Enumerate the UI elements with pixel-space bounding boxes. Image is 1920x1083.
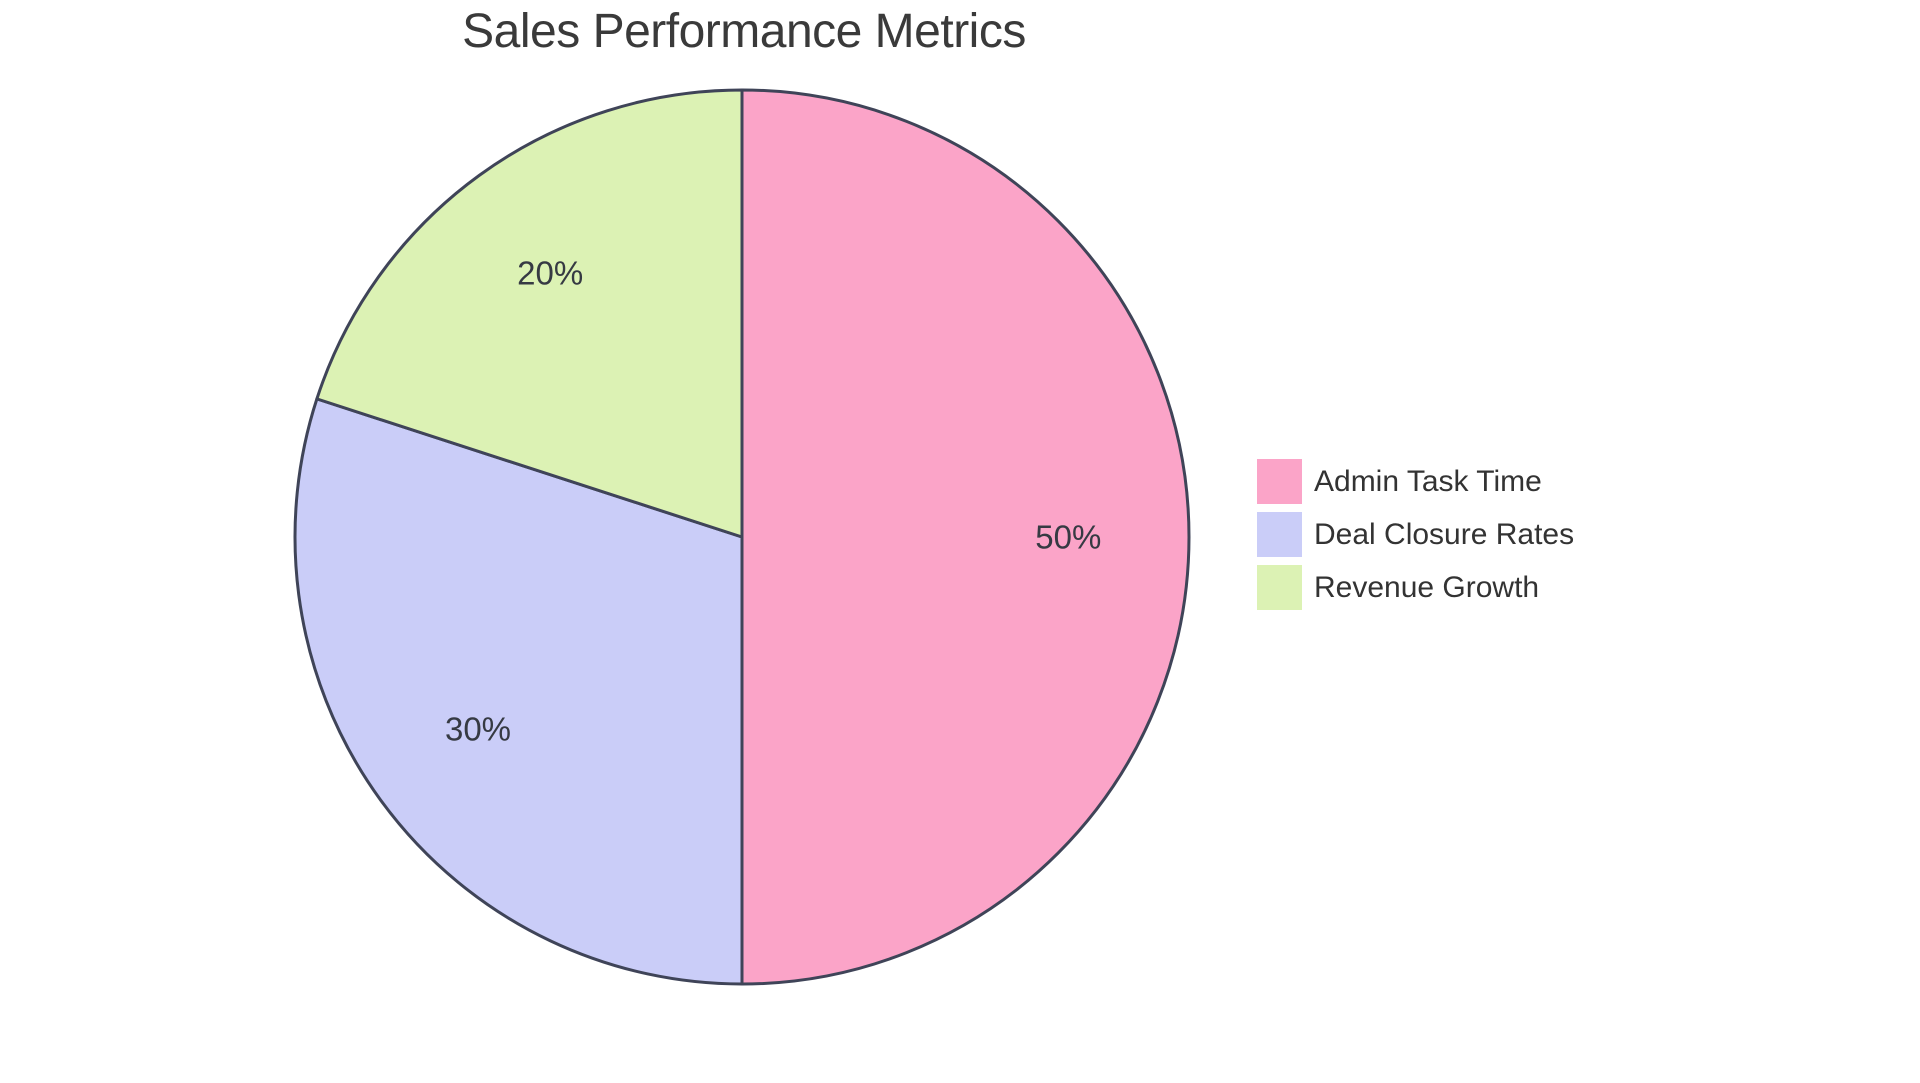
chart-title: Sales Performance Metrics — [462, 5, 1026, 58]
legend-item: Deal Closure Rates — [1257, 512, 1574, 557]
legend-item: Admin Task Time — [1257, 459, 1574, 504]
pie-slice-deal-closure-rates — [293, 397, 744, 986]
legend-swatch-admin-task-time — [1257, 459, 1302, 504]
pie-slice-revenue-growth — [315, 88, 744, 539]
legend-label: Admin Task Time — [1314, 464, 1542, 498]
legend-item: Revenue Growth — [1257, 565, 1574, 610]
legend-label: Deal Closure Rates — [1314, 517, 1575, 551]
pie-slice-percent-label-admin-task-time: 50% — [1035, 519, 1101, 556]
pie-slice-percent-label-deal-closure-rates: 30% — [445, 710, 511, 747]
legend-swatch-revenue-growth — [1257, 565, 1302, 610]
legend-swatch-deal-closure-rates — [1257, 512, 1302, 557]
legend: Admin Task Time Deal Closure Rates Reven… — [1257, 459, 1574, 610]
legend-label: Revenue Growth — [1314, 570, 1540, 604]
pie-slice-admin-task-time — [740, 88, 1191, 986]
pie-slice-percent-label-revenue-growth: 20% — [517, 255, 583, 292]
